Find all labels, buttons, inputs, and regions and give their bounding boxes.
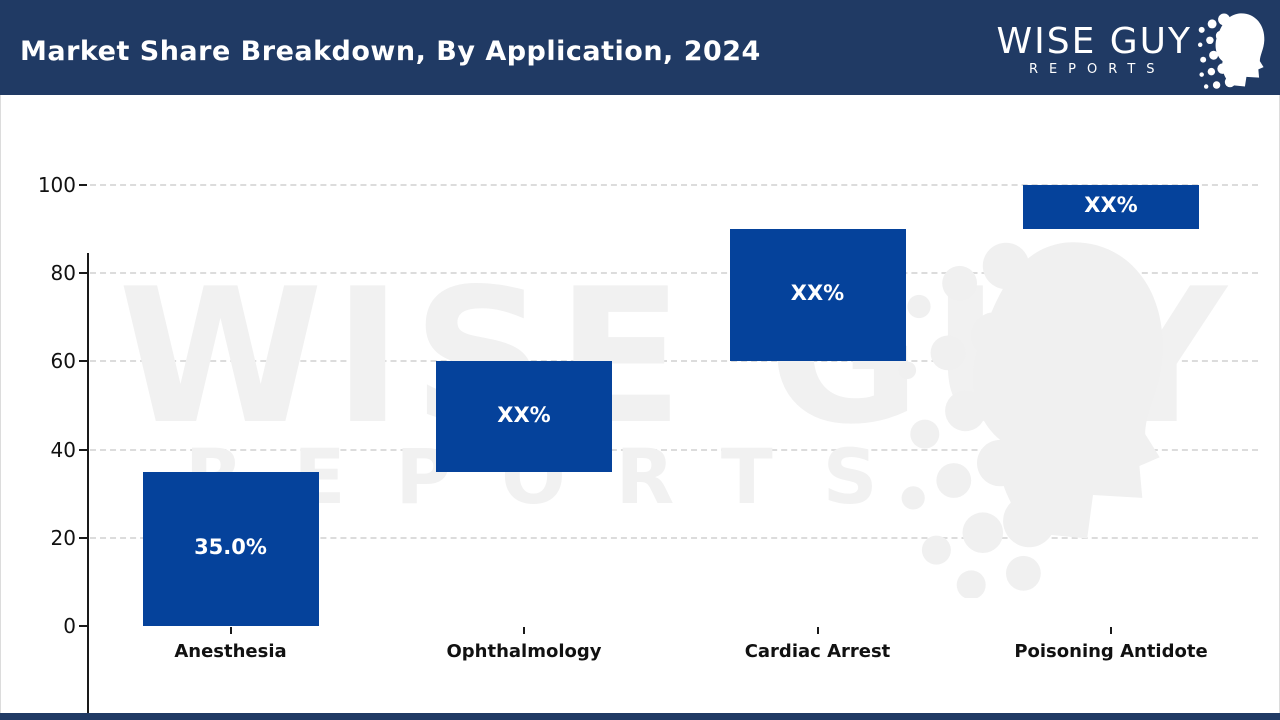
watermark-face-icon [898,242,1163,598]
gridline-80 [90,272,1258,275]
plot-area [0,95,1280,720]
y-tick-80 [79,272,87,275]
logo-subtext: REPORTS [1028,62,1166,77]
gridline-60 [90,360,1258,363]
bar-cardiac-arrest: XX% [729,229,906,362]
bar-value-label-cardiac-arrest: XX% [790,281,845,306]
gridline-100 [90,184,1258,186]
gridline-40 [90,448,1258,451]
logo-face-icon [1197,13,1265,89]
logo-wordmark: WISE GUY [996,21,1192,62]
x-tick-ophthalmology [523,627,525,634]
category-label-cardiac-arrest: Cardiac Arrest [744,641,891,662]
y-tick-label-0: 0 [63,614,76,638]
y-tick-label-40: 40 [50,437,76,462]
category-label-ophthalmology: Ophthalmology [446,641,602,662]
bar-poisoning-antidote: XX% [1023,185,1199,230]
y-tick-label-20: 20 [50,525,76,550]
bar-value-label-anesthesia: 35.0% [194,534,267,559]
y-tick-40 [79,448,87,451]
category-label-anesthesia: Anesthesia [174,641,287,662]
y-tick-60 [79,360,87,363]
footer-bar [0,713,1280,720]
y-tick-100 [79,184,87,186]
logo-text: WISE GUY REPORTS [996,21,1193,78]
y-tick-label-100: 100 [37,173,76,197]
y-axis-spine [87,253,89,720]
x-tick-anesthesia [229,627,232,634]
y-tick-20 [79,536,87,539]
gridline-20 [90,536,1258,539]
y-tick-0 [79,625,87,627]
bar-ophthalmology: XX% [436,361,612,472]
bar-value-label-ophthalmology: XX% [497,402,551,427]
y-tick-label-80: 80 [50,261,76,286]
header-bar: Market Share Breakdown, By Application, … [0,0,1280,95]
chart-title: Market Share Breakdown, By Application, … [20,36,761,67]
x-tick-cardiac-arrest [816,627,819,634]
bar-value-label-poisoning-antidote: XX% [1084,193,1138,218]
bar-anesthesia: 35.0% [142,471,319,626]
x-tick-poisoning-antidote [1110,627,1112,634]
category-label-poisoning-antidote: Poisoning Antidote [1014,641,1208,662]
wiseguy-logo: WISE GUY REPORTS [997,8,1273,92]
y-tick-label-60: 60 [50,349,76,374]
